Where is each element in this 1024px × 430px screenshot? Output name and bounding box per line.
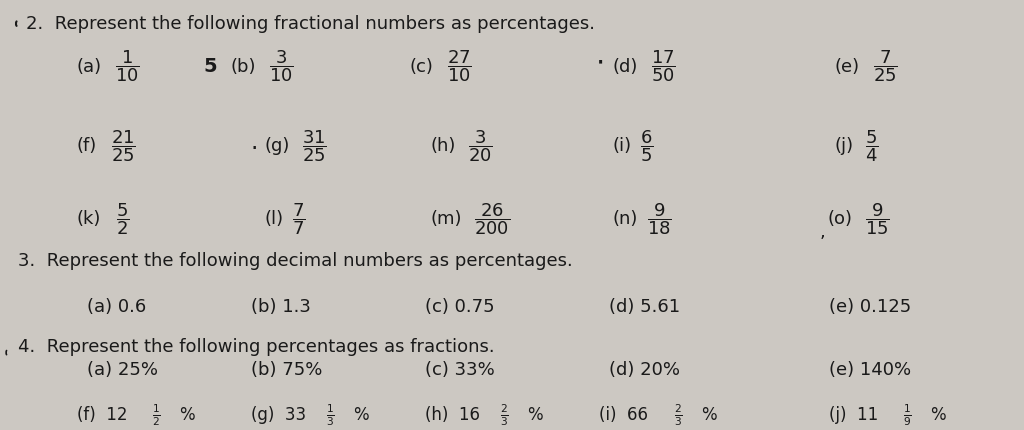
Text: $\dfrac{27}{10}$: $\dfrac{27}{10}$: [447, 49, 472, 84]
Text: $\dfrac{9}{15}$: $\dfrac{9}{15}$: [865, 202, 890, 237]
Text: $\dfrac{5}{2}$: $\dfrac{5}{2}$: [116, 202, 129, 237]
Text: ,: ,: [819, 223, 825, 241]
Text: (e): (e): [835, 58, 860, 76]
Text: (d) 5.61: (d) 5.61: [609, 298, 680, 316]
Text: (a) 0.6: (a) 0.6: [87, 298, 146, 316]
Text: (j)  11: (j) 11: [829, 406, 879, 424]
Text: (g): (g): [264, 137, 290, 155]
Text: 3.  Represent the following decimal numbers as percentages.: 3. Represent the following decimal numbe…: [18, 252, 573, 270]
Text: $\dfrac{3}{20}$: $\dfrac{3}{20}$: [468, 129, 493, 164]
Text: (a): (a): [77, 58, 102, 76]
Text: $\frac{1}{2}$: $\frac{1}{2}$: [152, 402, 161, 428]
Text: (i)  66: (i) 66: [599, 406, 648, 424]
Text: (f): (f): [77, 137, 97, 155]
Text: (e) 140%: (e) 140%: [829, 361, 911, 379]
Text: $\dfrac{9}{18}$: $\dfrac{9}{18}$: [647, 202, 672, 237]
Text: (c) 33%: (c) 33%: [425, 361, 495, 379]
Text: (b): (b): [230, 58, 256, 76]
Text: (e) 0.125: (e) 0.125: [829, 298, 911, 316]
Text: %: %: [527, 406, 543, 424]
Text: (g)  33: (g) 33: [251, 406, 306, 424]
Text: (n): (n): [612, 210, 638, 228]
Text: $\frac{2}{3}$: $\frac{2}{3}$: [674, 402, 683, 428]
Text: $\dfrac{6}{5}$: $\dfrac{6}{5}$: [640, 129, 653, 164]
Text: (m): (m): [430, 210, 462, 228]
Text: (o): (o): [827, 210, 852, 228]
Text: $\frac{1}{3}$: $\frac{1}{3}$: [326, 402, 335, 428]
Text: (h)  16: (h) 16: [425, 406, 480, 424]
Text: $\dfrac{5}{4}$: $\dfrac{5}{4}$: [865, 129, 879, 164]
Text: $\dfrac{7}{25}$: $\dfrac{7}{25}$: [873, 49, 898, 84]
Text: $\dfrac{7}{7}$: $\dfrac{7}{7}$: [292, 202, 305, 237]
Text: $\cdot$: $\cdot$: [595, 48, 603, 77]
Text: $\dfrac{21}{25}$: $\dfrac{21}{25}$: [111, 129, 135, 164]
Text: $\dfrac{26}{200}$: $\dfrac{26}{200}$: [474, 202, 511, 237]
Text: (c) 0.75: (c) 0.75: [425, 298, 495, 316]
Text: %: %: [930, 406, 945, 424]
Text: $\mathbf{5}$: $\mathbf{5}$: [203, 57, 217, 76]
Text: (j): (j): [835, 137, 854, 155]
Text: $\dfrac{1}{10}$: $\dfrac{1}{10}$: [115, 49, 139, 84]
Text: $\dfrac{3}{10}$: $\dfrac{3}{10}$: [269, 49, 294, 84]
Text: $\frac{2}{3}$: $\frac{2}{3}$: [500, 402, 509, 428]
Text: 2.  Represent the following fractional numbers as percentages.: 2. Represent the following fractional nu…: [26, 15, 595, 33]
Text: (b) 75%: (b) 75%: [251, 361, 323, 379]
Text: (f)  12: (f) 12: [77, 406, 127, 424]
Text: %: %: [353, 406, 369, 424]
Text: (a) 25%: (a) 25%: [87, 361, 158, 379]
Text: (k): (k): [77, 210, 101, 228]
Text: (d): (d): [612, 58, 638, 76]
Text: (l): (l): [264, 210, 284, 228]
Text: (d) 20%: (d) 20%: [609, 361, 680, 379]
Text: $\dfrac{31}{25}$: $\dfrac{31}{25}$: [302, 129, 327, 164]
Text: .: .: [250, 130, 258, 154]
Text: (i): (i): [612, 137, 632, 155]
Text: (b) 1.3: (b) 1.3: [251, 298, 310, 316]
Text: %: %: [701, 406, 717, 424]
Text: %: %: [179, 406, 195, 424]
Text: (c): (c): [410, 58, 433, 76]
Text: $\frac{1}{9}$: $\frac{1}{9}$: [903, 402, 912, 428]
Text: 4.  Represent the following percentages as fractions.: 4. Represent the following percentages a…: [18, 338, 495, 356]
Text: $\dfrac{17}{50}$: $\dfrac{17}{50}$: [651, 49, 676, 84]
Text: (h): (h): [430, 137, 456, 155]
